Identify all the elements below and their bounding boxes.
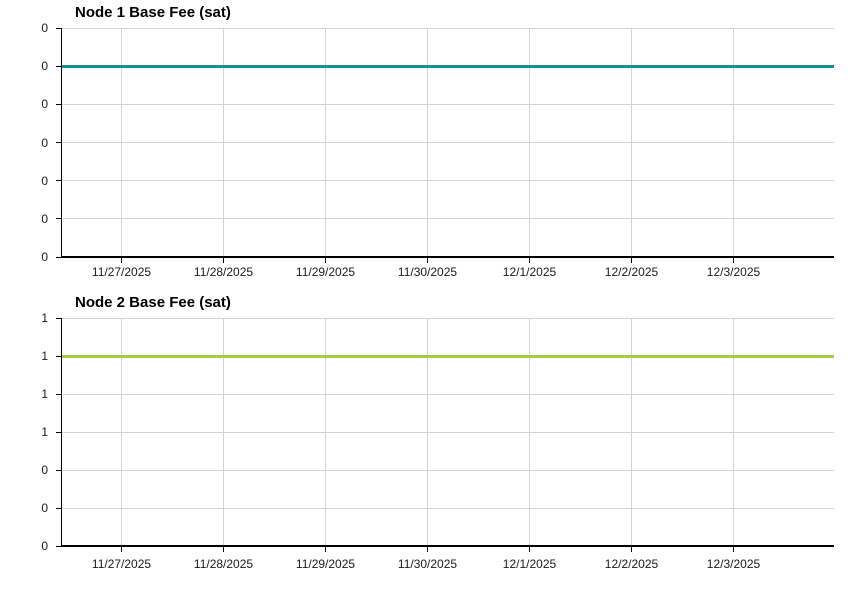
series-line [62,354,834,358]
h-gridline [62,180,834,182]
y-tick [56,469,62,471]
y-tick [56,142,62,143]
x-tick [529,258,530,263]
x-tick-label: 12/2/2025 [604,265,659,279]
y-tick-label: 0 [41,21,48,35]
v-gridline [529,318,530,546]
v-gridline [733,28,734,257]
h-gridline [62,317,834,319]
v-gridline [427,28,428,257]
v-gridline [427,318,428,546]
y-tick-label: 0 [41,173,48,188]
y-tick-label: 0 [41,539,48,553]
y-tick-label: 1 [41,425,48,439]
y-tick-label: 1 [41,387,48,401]
y-tick [56,103,62,105]
x-axis [60,256,834,258]
y-tick-label: 1 [41,349,48,363]
y-axis [60,318,62,547]
h-gridline [62,27,834,29]
series-line [62,64,834,68]
x-tick-label: 11/28/2025 [193,265,254,279]
y-tick-label: 0 [41,135,48,150]
v-gridline [733,318,734,546]
x-tick [325,547,326,552]
x-tick-label: 11/30/2025 [397,557,458,571]
y-tick-label: 0 [41,501,48,515]
x-tick-label: 12/1/2025 [502,557,557,571]
x-tick [223,258,224,263]
y-tick-label: 0 [41,463,48,477]
x-tick [427,547,428,552]
v-gridline [121,28,122,257]
y-tick [56,545,62,547]
x-tick-label: 11/28/2025 [193,557,254,571]
y-tick [56,65,62,67]
v-gridline [631,28,632,257]
v-gridline [631,318,632,546]
y-tick [56,355,62,357]
x-tick-label: 11/29/2025 [295,265,356,279]
y-tick [56,431,62,433]
x-tick-label: 11/30/2025 [397,265,458,279]
y-tick-label: 1 [41,311,48,325]
y-tick [56,27,62,29]
y-tick [56,256,62,258]
y-tick-label: 0 [41,97,48,112]
x-tick [733,258,734,263]
chart-title-node-2: Node 2 Base Fee (sat) [75,294,231,311]
v-gridline [121,318,122,546]
x-tick [529,547,530,552]
v-gridline [223,318,224,546]
h-gridline [62,218,834,220]
v-gridline [529,28,530,257]
x-tick [325,258,326,263]
h-gridline [62,507,834,509]
h-gridline [62,393,834,395]
y-tick [56,180,62,182]
v-gridline [325,28,326,257]
x-tick [733,547,734,552]
x-tick [121,547,122,552]
y-tick-label: 0 [41,211,48,226]
y-tick-label: 0 [41,250,48,264]
x-tick-label: 11/27/2025 [91,557,152,571]
x-tick-label: 12/2/2025 [604,557,659,571]
x-tick-label: 12/3/2025 [706,557,761,571]
h-gridline [62,142,834,143]
y-tick-label: 0 [41,59,48,74]
x-tick [631,258,632,263]
x-tick [631,547,632,552]
y-tick [56,218,62,220]
h-gridline [62,103,834,105]
v-gridline [223,28,224,257]
h-gridline [62,469,834,471]
y-tick [56,393,62,395]
x-tick-label: 12/3/2025 [706,265,761,279]
x-tick [121,258,122,263]
y-tick [56,317,62,319]
x-tick-label: 11/27/2025 [91,265,152,279]
x-tick-label: 12/1/2025 [502,265,557,279]
x-tick [223,547,224,552]
v-gridline [325,318,326,546]
y-axis [60,28,62,258]
x-tick [427,258,428,263]
h-gridline [62,431,834,433]
chart-title-node-1: Node 1 Base Fee (sat) [75,4,231,21]
x-tick-label: 11/29/2025 [295,557,356,571]
x-axis [60,545,834,547]
y-tick [56,507,62,509]
